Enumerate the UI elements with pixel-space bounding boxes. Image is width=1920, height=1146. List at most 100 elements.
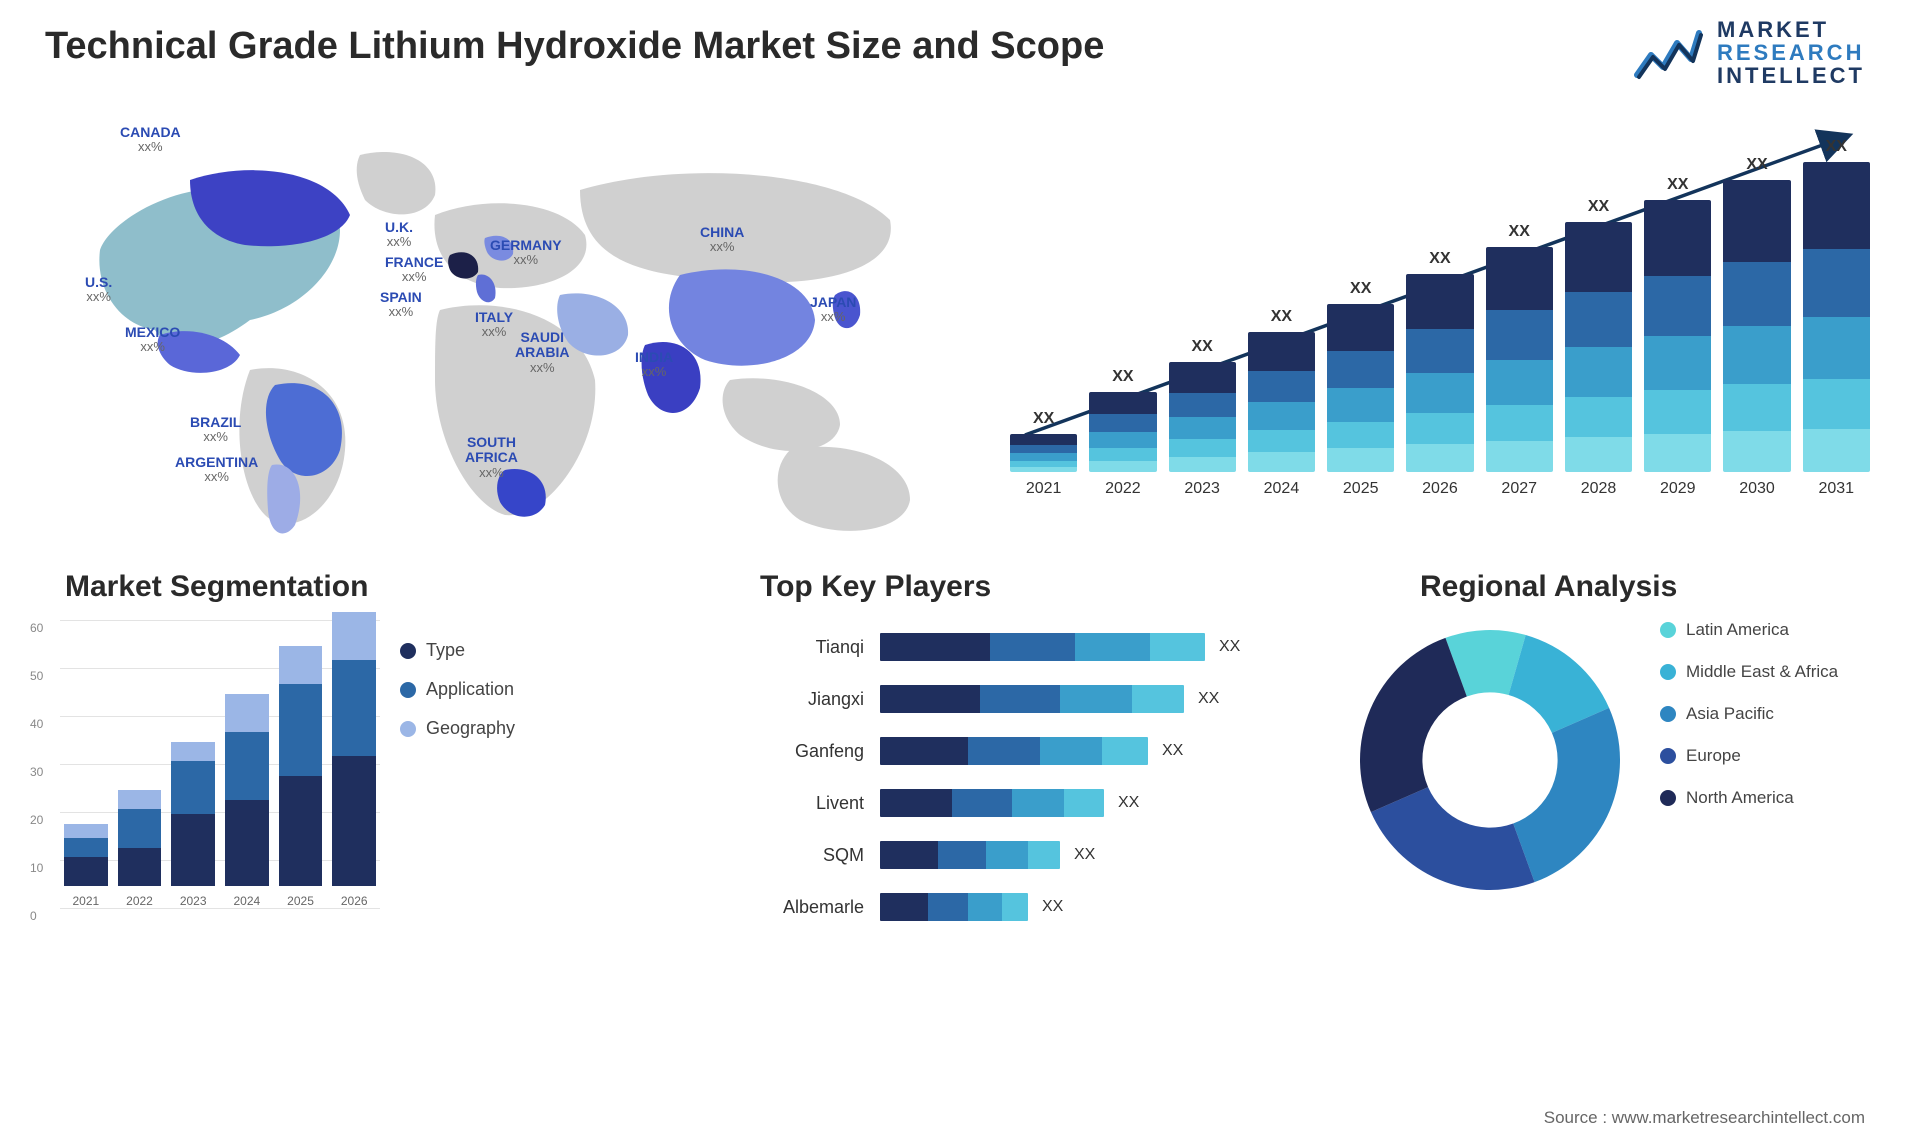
bar-segment (1089, 414, 1156, 432)
bar-segment (1012, 789, 1064, 817)
bar-segment (1248, 371, 1315, 402)
growth-bar: XX2025 (1327, 280, 1394, 498)
bar-segment (332, 756, 376, 886)
bar-segment (1723, 326, 1790, 384)
map-label: FRANCExx% (385, 255, 443, 285)
keyplayer-name: SQM (760, 845, 880, 866)
bar-segment (1102, 737, 1148, 765)
bar-segment (1064, 789, 1104, 817)
legend-swatch (400, 682, 416, 698)
logo-line-1: MARKET (1717, 18, 1865, 41)
legend-item: Application (400, 679, 515, 700)
keyplayer-bar (880, 685, 1184, 713)
bar-segment (225, 800, 269, 886)
bar-segment (1803, 429, 1870, 472)
x-tick-label: 2024 (1264, 480, 1300, 498)
x-tick-label: 2023 (1184, 480, 1220, 498)
country-sea (723, 378, 840, 451)
bar-segment (64, 824, 108, 838)
bar-segment (1248, 452, 1315, 472)
x-tick-label: 2022 (126, 894, 153, 908)
bar-value-label: XX (1826, 138, 1847, 156)
bar-segment (928, 893, 968, 921)
keyplayer-name: Jiangxi (760, 689, 880, 710)
bar-segment (1486, 310, 1553, 360)
bar-segment (279, 684, 323, 775)
y-tick-label: 40 (30, 717, 43, 731)
bar-segment (118, 790, 162, 809)
bar-segment (64, 838, 108, 857)
keyplayer-row: LiventXX (760, 781, 1300, 825)
bar-segment (1327, 304, 1394, 351)
bar-segment (171, 742, 215, 761)
donut-slice (1360, 638, 1467, 812)
keyplayer-name: Ganfeng (760, 741, 880, 762)
bar-segment (279, 776, 323, 886)
keyplayer-row: TianqiXX (760, 625, 1300, 669)
bar-segment (1644, 434, 1711, 472)
bar-segment (880, 633, 990, 661)
bar-segment (1406, 413, 1473, 445)
map-label: INDIAxx% (635, 350, 673, 380)
bar-segment (1644, 276, 1711, 336)
keyplayer-name: Albemarle (760, 897, 880, 918)
legend-swatch (400, 643, 416, 659)
bar-segment (980, 685, 1060, 713)
bar-value-label: XX (1429, 250, 1450, 268)
bar-segment (1169, 439, 1236, 457)
bar-segment (1406, 329, 1473, 373)
bar-segment (1028, 841, 1060, 869)
map-label: JAPANxx% (810, 295, 856, 325)
bar-segment (1644, 200, 1711, 276)
growth-bar: XX2031 (1803, 138, 1870, 498)
y-tick-label: 30 (30, 765, 43, 779)
bar-segment (1565, 397, 1632, 437)
legend-swatch (400, 721, 416, 737)
bar-segment (1565, 347, 1632, 397)
bar-segment (1010, 445, 1077, 453)
gridline (60, 908, 380, 909)
bar-segment (1248, 430, 1315, 452)
logo-line-3: INTELLECT (1717, 64, 1865, 87)
legend-label: Latin America (1686, 620, 1789, 640)
bar-segment (1803, 162, 1870, 249)
regional-legend: Latin AmericaMiddle East & AfricaAsia Pa… (1660, 620, 1838, 808)
legend-swatch (1660, 748, 1676, 764)
bar-segment (1565, 437, 1632, 472)
country-china (669, 269, 815, 365)
bar-segment (64, 857, 108, 886)
x-tick-label: 2025 (287, 894, 314, 908)
x-tick-label: 2027 (1501, 480, 1537, 498)
legend-label: Asia Pacific (1686, 704, 1774, 724)
map-label: ARGENTINAxx% (175, 455, 258, 485)
bar-segment (1327, 448, 1394, 472)
bar-segment (1089, 448, 1156, 461)
keyplayer-row: SQM XX (760, 833, 1300, 877)
source-text: Source : www.marketresearchintellect.com (1544, 1108, 1865, 1128)
bar-value-label: XX (1746, 156, 1767, 174)
legend-label: North America (1686, 788, 1794, 808)
donut-svg (1340, 610, 1640, 910)
legend-swatch (1660, 706, 1676, 722)
legend-item: Asia Pacific (1660, 704, 1838, 724)
bar-value-label: XX (1509, 223, 1530, 241)
page-title: Technical Grade Lithium Hydroxide Market… (45, 25, 1104, 68)
bar-segment (1486, 441, 1553, 473)
keyplayer-value: XX (1074, 846, 1095, 864)
bar-segment (880, 789, 952, 817)
bar-value-label: XX (1191, 338, 1212, 356)
keyplayer-row: JiangxiXX (760, 677, 1300, 721)
segmentation-heading: Market Segmentation (65, 570, 368, 604)
map-label: ITALYxx% (475, 310, 513, 340)
legend-item: Type (400, 640, 515, 661)
growth-bar: XX2028 (1565, 198, 1632, 498)
x-tick-label: 2029 (1660, 480, 1696, 498)
bar-segment (1169, 417, 1236, 439)
legend-label: Application (426, 679, 514, 700)
growth-chart: XX2021XX2022XX2023XX2024XX2025XX2026XX20… (1010, 130, 1870, 530)
x-tick-label: 2025 (1343, 480, 1379, 498)
legend-item: Latin America (1660, 620, 1838, 640)
y-tick-label: 10 (30, 861, 43, 875)
bar-segment (1406, 444, 1473, 472)
bar-segment (990, 633, 1075, 661)
